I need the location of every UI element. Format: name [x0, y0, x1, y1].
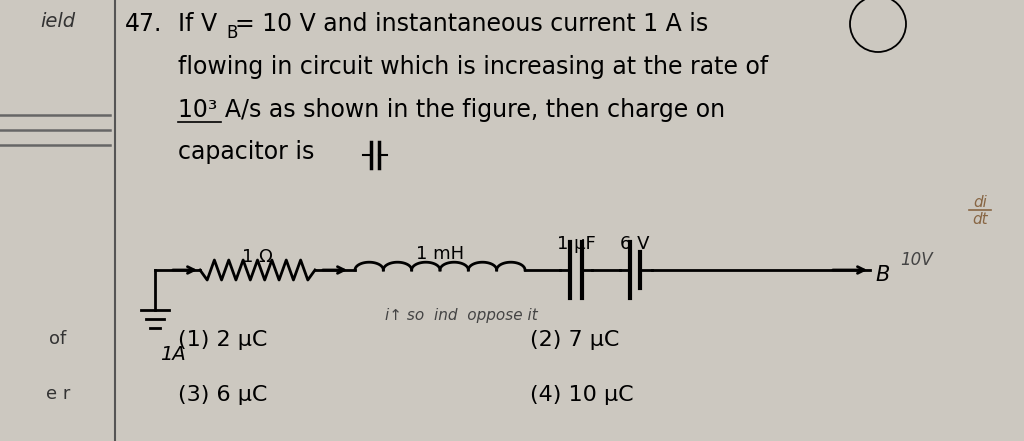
Text: If V: If V: [178, 12, 217, 36]
Text: 10³ A/s as shown in the figure, then charge on: 10³ A/s as shown in the figure, then cha…: [178, 98, 725, 122]
Text: (2) 7 μC: (2) 7 μC: [530, 330, 620, 350]
Text: capacitor is: capacitor is: [178, 140, 314, 164]
Text: (4) 10 μC: (4) 10 μC: [530, 385, 634, 405]
Text: = 10 V and instantaneous current 1 A is: = 10 V and instantaneous current 1 A is: [234, 12, 709, 36]
Text: 1 μF: 1 μF: [557, 235, 595, 253]
Text: 10V: 10V: [900, 251, 933, 269]
Text: 1 Ω: 1 Ω: [242, 248, 272, 266]
Text: B: B: [226, 24, 238, 42]
Text: 1 mH: 1 mH: [416, 245, 464, 263]
Text: ield: ield: [40, 12, 76, 31]
Text: (3) 6 μC: (3) 6 μC: [178, 385, 267, 405]
Text: 1A: 1A: [160, 345, 185, 364]
Text: i↑ so  ind  oppose it: i↑ so ind oppose it: [385, 308, 538, 323]
Text: B: B: [874, 265, 890, 285]
Text: di: di: [973, 195, 987, 210]
Text: 6 V: 6 V: [621, 235, 650, 253]
Text: of: of: [49, 330, 67, 348]
Text: e r: e r: [46, 385, 71, 403]
Text: dt: dt: [972, 212, 988, 227]
Text: (1) 2 μC: (1) 2 μC: [178, 330, 267, 350]
Text: flowing in circuit which is increasing at the rate of: flowing in circuit which is increasing a…: [178, 55, 768, 79]
Text: 47.: 47.: [125, 12, 163, 36]
